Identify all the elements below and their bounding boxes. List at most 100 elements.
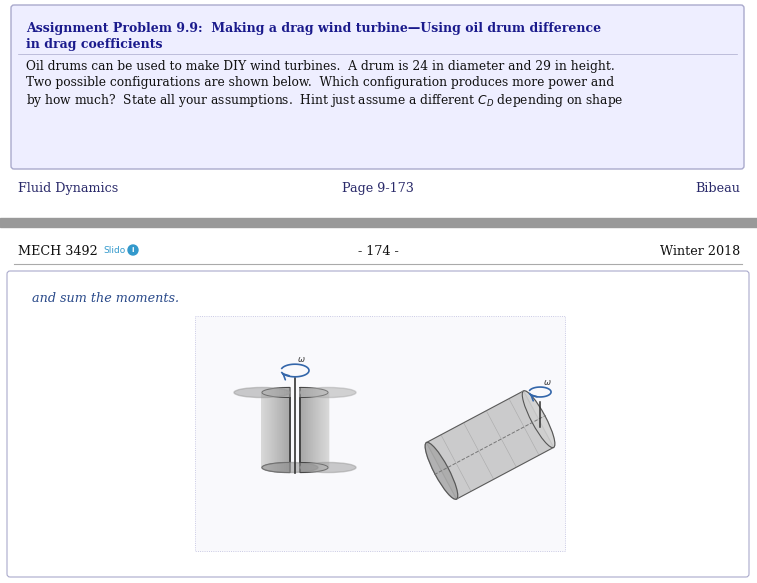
Text: Bibeau: Bibeau [695, 182, 740, 195]
Polygon shape [272, 388, 273, 463]
Polygon shape [304, 388, 305, 462]
Polygon shape [275, 396, 276, 472]
Polygon shape [322, 395, 323, 470]
Polygon shape [266, 389, 267, 465]
Polygon shape [288, 398, 290, 473]
Text: i: i [132, 247, 134, 253]
Polygon shape [276, 388, 278, 463]
Polygon shape [318, 396, 319, 471]
Polygon shape [268, 396, 269, 471]
Polygon shape [323, 389, 324, 465]
Polygon shape [310, 388, 312, 463]
Polygon shape [275, 388, 276, 463]
Polygon shape [270, 389, 272, 464]
Polygon shape [309, 388, 310, 463]
Polygon shape [315, 396, 316, 472]
Polygon shape [324, 395, 325, 470]
Polygon shape [302, 388, 304, 462]
Polygon shape [281, 388, 283, 463]
Polygon shape [281, 397, 283, 472]
Polygon shape [312, 388, 313, 463]
Text: MECH 3492: MECH 3492 [18, 245, 98, 258]
Polygon shape [307, 397, 309, 472]
Polygon shape [319, 389, 321, 464]
Polygon shape [426, 391, 553, 499]
Polygon shape [285, 388, 286, 462]
Polygon shape [283, 398, 285, 472]
Text: $\omega$: $\omega$ [543, 378, 552, 387]
Polygon shape [265, 390, 266, 465]
Text: Assignment Problem 9.9:  Making a drag wind turbine—Using oil drum difference: Assignment Problem 9.9: Making a drag wi… [26, 22, 601, 35]
Polygon shape [305, 388, 307, 463]
Polygon shape [322, 389, 323, 465]
Polygon shape [300, 388, 302, 462]
Polygon shape [285, 398, 286, 472]
Polygon shape [321, 389, 322, 464]
Polygon shape [283, 388, 285, 463]
Ellipse shape [300, 462, 356, 473]
Bar [0, 218, 757, 227]
Polygon shape [304, 398, 305, 472]
Polygon shape [316, 388, 318, 463]
Polygon shape [286, 398, 288, 473]
Polygon shape [270, 396, 272, 471]
Polygon shape [273, 396, 275, 472]
Polygon shape [268, 389, 269, 464]
Polygon shape [305, 398, 307, 472]
Ellipse shape [425, 442, 458, 499]
Polygon shape [264, 395, 265, 470]
Polygon shape [310, 397, 312, 472]
Polygon shape [286, 388, 288, 462]
Text: and sum the moments.: and sum the moments. [32, 292, 179, 305]
Ellipse shape [262, 462, 318, 473]
Polygon shape [278, 397, 279, 472]
Polygon shape [265, 395, 266, 470]
Polygon shape [276, 397, 278, 472]
Polygon shape [325, 395, 326, 470]
Polygon shape [266, 395, 267, 470]
Polygon shape [302, 398, 304, 473]
Text: Page 9-173: Page 9-173 [342, 182, 414, 195]
Polygon shape [321, 396, 322, 471]
Polygon shape [267, 389, 268, 465]
Polygon shape [267, 395, 268, 470]
Polygon shape [315, 388, 316, 463]
FancyBboxPatch shape [7, 271, 749, 577]
Polygon shape [313, 388, 315, 463]
Polygon shape [324, 390, 325, 465]
Polygon shape [264, 390, 265, 465]
Text: Winter 2018: Winter 2018 [660, 245, 740, 258]
Polygon shape [269, 389, 270, 464]
Polygon shape [309, 397, 310, 472]
Polygon shape [273, 388, 275, 463]
Polygon shape [307, 388, 309, 463]
Polygon shape [313, 396, 315, 472]
Text: by how much?  State all your assumptions.  Hint just assume a different $C_D$ de: by how much? State all your assumptions.… [26, 92, 624, 109]
Text: Oil drums can be used to make DIY wind turbines.  A drum is 24 in diameter and 2: Oil drums can be used to make DIY wind t… [26, 60, 615, 73]
Polygon shape [312, 397, 313, 472]
Text: - 174 -: - 174 - [357, 245, 398, 258]
Ellipse shape [234, 388, 290, 398]
Text: Two possible configurations are shown below.  Which configuration produces more : Two possible configurations are shown be… [26, 76, 614, 89]
Polygon shape [279, 388, 281, 463]
Text: $\omega$: $\omega$ [297, 356, 306, 364]
Polygon shape [323, 395, 324, 470]
Polygon shape [288, 388, 290, 462]
Polygon shape [319, 396, 321, 471]
FancyBboxPatch shape [195, 316, 565, 551]
Polygon shape [279, 397, 281, 472]
Polygon shape [325, 390, 326, 465]
Polygon shape [300, 398, 302, 473]
Text: Slido: Slido [103, 246, 125, 255]
Ellipse shape [300, 388, 356, 398]
FancyBboxPatch shape [11, 5, 744, 169]
Text: Fluid Dynamics: Fluid Dynamics [18, 182, 118, 195]
Polygon shape [272, 396, 273, 472]
Polygon shape [318, 389, 319, 464]
Polygon shape [269, 396, 270, 471]
Circle shape [128, 245, 138, 255]
Polygon shape [316, 396, 318, 472]
Text: in drag coefficients: in drag coefficients [26, 38, 163, 51]
Polygon shape [278, 388, 279, 463]
Ellipse shape [522, 391, 555, 448]
